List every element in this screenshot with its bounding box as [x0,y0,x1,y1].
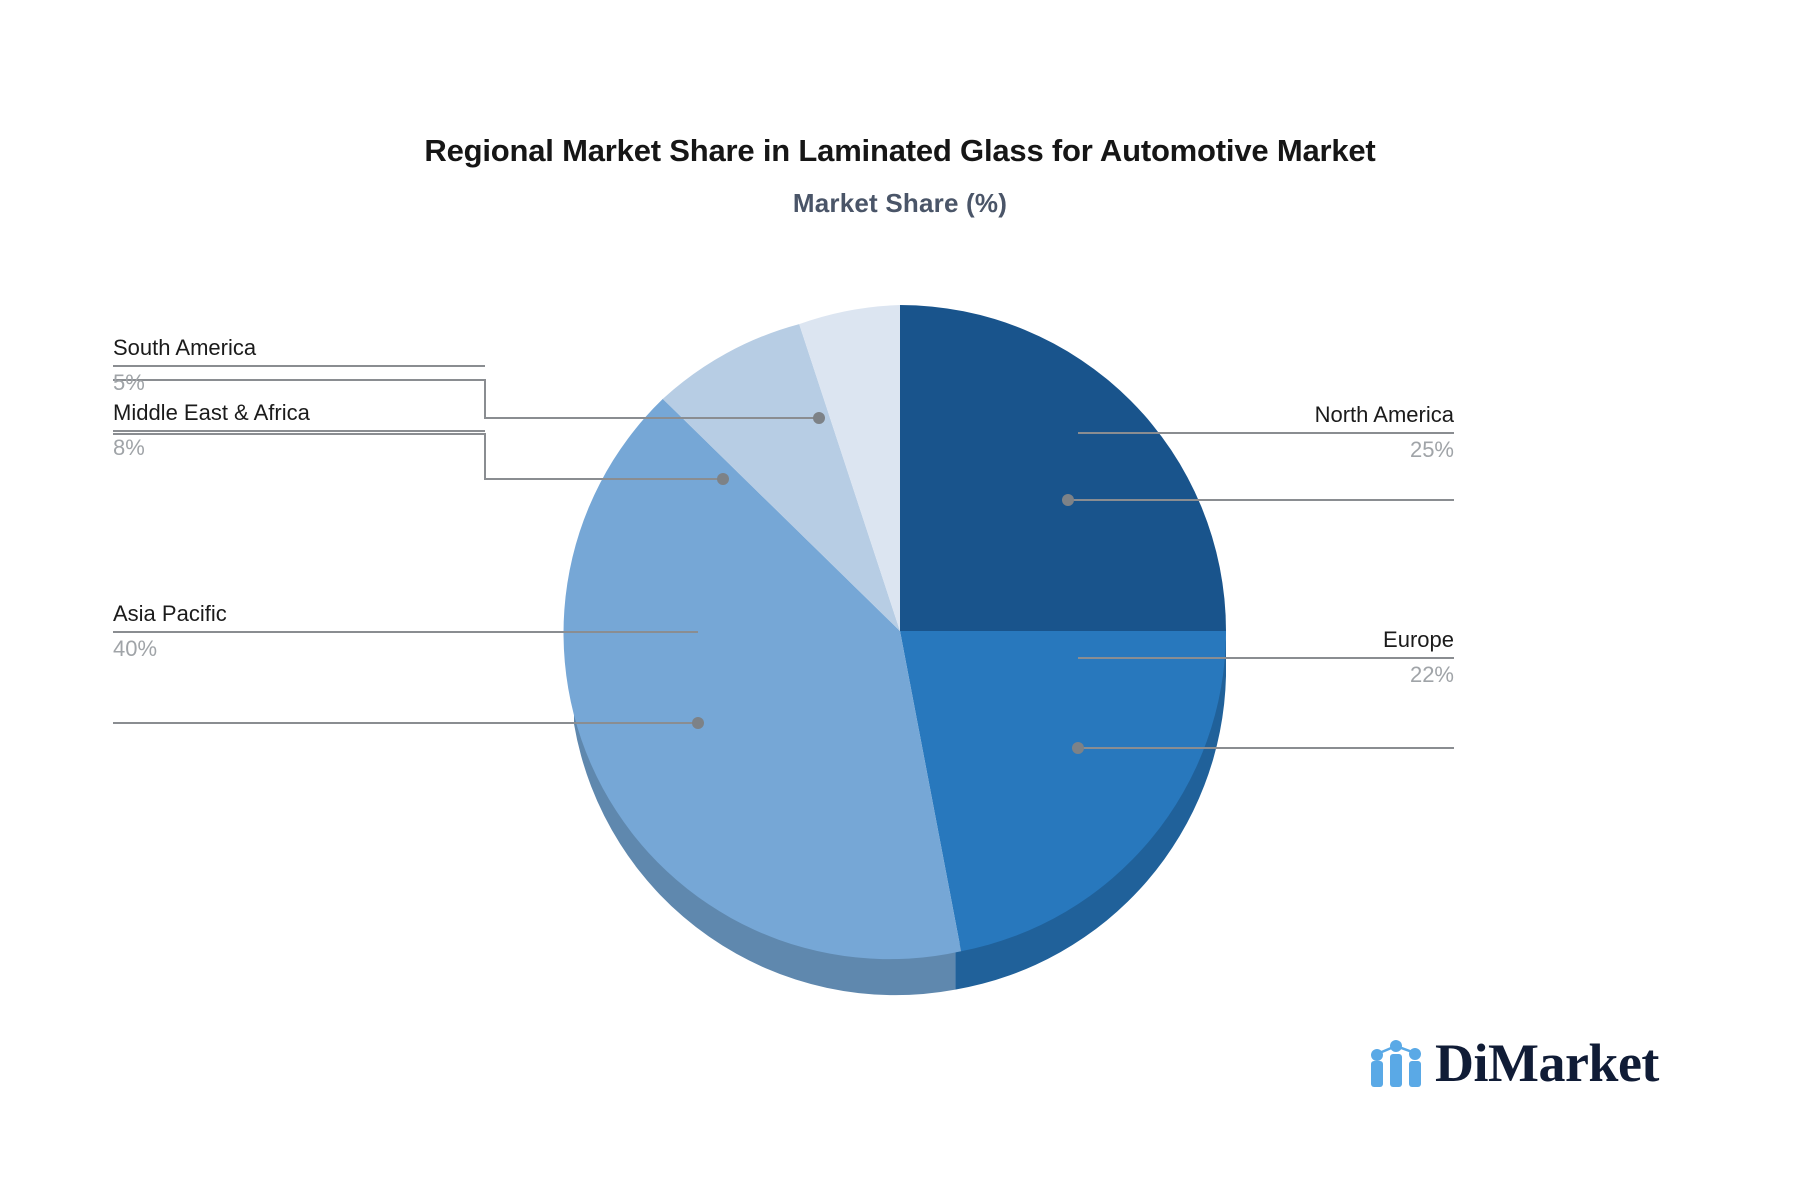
pie-slice-asia-pacific [563,398,962,960]
callout-asia-pacific[interactable]: Asia Pacific 40% [113,600,698,663]
callout-label-asia-pacific: Asia Pacific [113,601,227,626]
leader-line-middle-east-africa [113,433,723,480]
callout-europe[interactable]: Europe 22% [1078,626,1454,689]
pie-slice-north-america [900,305,1226,631]
callout-label-south-america: South America [113,335,257,360]
callout-rule-asia-pacific [113,631,698,633]
leader-line-south-america [113,379,819,419]
callout-rule-middle-east-africa [113,430,485,432]
callout-value-south-america: 5% [113,370,145,395]
callout-value-middle-east-africa: 8% [113,435,145,460]
leader-dot-middle-east-africa [717,473,729,485]
brand-name: DiMarket [1435,1033,1659,1093]
leader-dot-south-america [813,412,825,424]
brand-logo[interactable]: DiMarket [1369,1036,1659,1090]
pie-top-face [563,305,1226,960]
callout-value-north-america: 25% [1409,437,1454,462]
callout-value-europe: 22% [1409,662,1454,687]
callout-rule-south-america [113,365,485,367]
callout-rule-north-america [1078,432,1454,434]
pie-slice-middle-east-africa [662,324,900,631]
leader-dot-north-america [1062,494,1074,506]
bar-chart-logo-icon [1371,1040,1421,1087]
page-title: Regional Market Share in Laminated Glass… [424,133,1376,168]
callout-label-middle-east-africa: Middle East & Africa [113,400,310,425]
callout-label-europe: Europe [1383,627,1454,652]
callout-north-america[interactable]: North America 25% [1078,401,1454,464]
chart-subtitle: Market Share (%) [792,188,1008,218]
pie-slice-europe [900,631,1226,952]
pie-slice-south-america [799,305,900,631]
leader-lines [113,379,1454,749]
callout-label-north-america: North America [1314,402,1454,427]
callout-south-america[interactable]: South America 5% [113,334,485,397]
leader-dots [692,412,1084,754]
leader-dot-asia-pacific [692,717,704,729]
callout-rule-europe [1078,657,1454,659]
leader-dot-europe [1072,742,1084,754]
callout-middle-east-africa[interactable]: Middle East & Africa 8% [113,399,485,462]
callout-value-asia-pacific: 40% [113,636,158,661]
